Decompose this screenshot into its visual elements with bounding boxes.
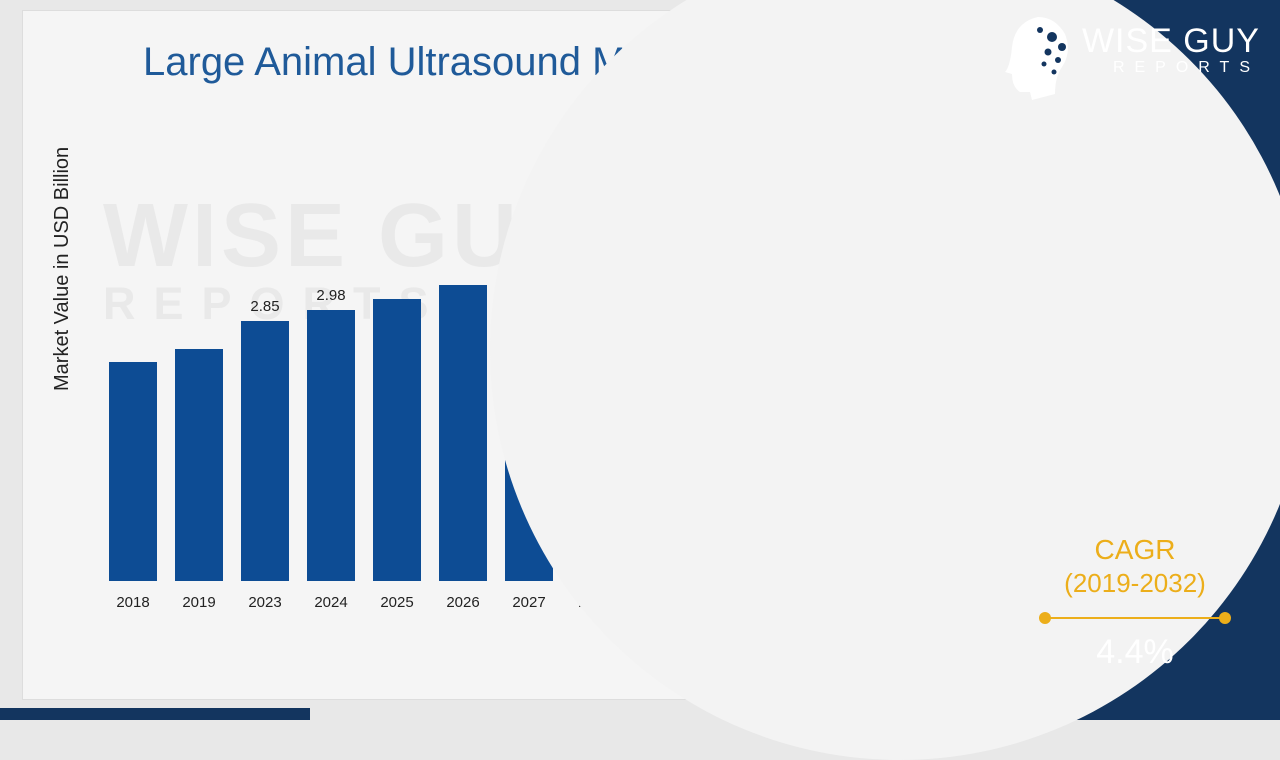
x-tick-label: 2018 xyxy=(100,594,166,611)
x-tick-label: 2026 xyxy=(430,594,496,611)
y-axis-label: Market Value in USD Billion xyxy=(51,147,74,391)
x-tick-label: 2023 xyxy=(232,594,298,611)
bar-value-label: 2.98 xyxy=(298,287,364,304)
cagr-box: CAGR (2019-2032) 4.4% xyxy=(1020,534,1250,672)
bar xyxy=(307,310,355,582)
x-tick-label: 2027 xyxy=(496,594,562,611)
bar-value-label: 2.85 xyxy=(232,298,298,315)
cagr-range: (2019-2032) xyxy=(1020,568,1250,599)
cagr-value: 4.4% xyxy=(1020,633,1250,672)
bar xyxy=(109,362,157,581)
x-tick-label: 2019 xyxy=(166,594,232,611)
logo-line2: REPORTS xyxy=(1082,59,1260,77)
side-panel: WISE GUY REPORTS CAGR (2019-2032) 4.4% xyxy=(970,0,1280,720)
logo-line1: WISE GUY xyxy=(1082,22,1260,61)
bar xyxy=(439,285,487,581)
cagr-label: CAGR xyxy=(1020,534,1250,566)
x-tick-label: 2025 xyxy=(364,594,430,611)
bar xyxy=(175,349,223,581)
brand-logo: WISE GUY REPORTS xyxy=(1082,22,1260,77)
bar xyxy=(241,321,289,581)
head-icon xyxy=(1000,12,1080,102)
bar xyxy=(373,299,421,581)
cagr-divider xyxy=(1045,617,1225,619)
bottom-accent-bar xyxy=(0,708,310,720)
x-tick-label: 2024 xyxy=(298,594,364,611)
